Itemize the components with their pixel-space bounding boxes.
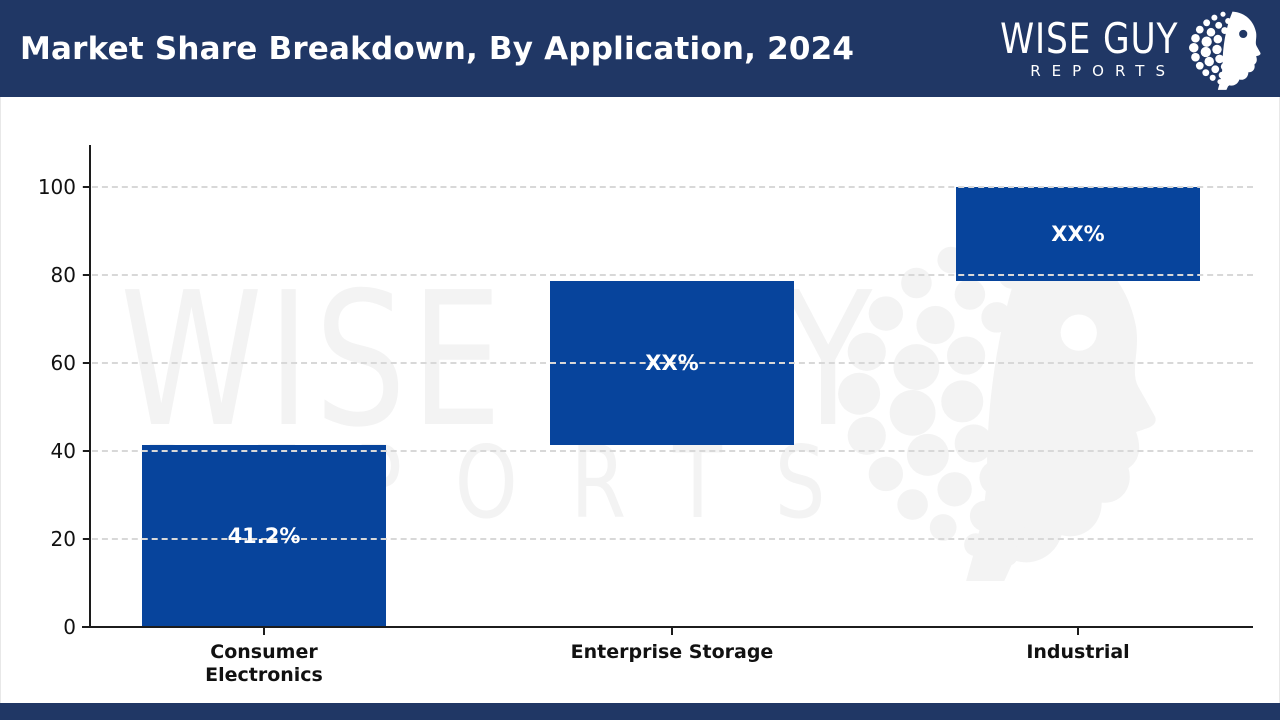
category-label-line: Consumer [210,641,318,663]
category-label-enterprise-storage: Enterprise Storage [522,641,822,664]
y-tick-label-80: 80 [50,262,76,287]
wiseguy-logo-text: WISE GUY REPORTS [961,14,1178,81]
y-tick-label-40: 40 [50,438,76,463]
bar-value-label-consumer-electronics: 41.2% [227,523,301,548]
bar-consumer-electronics[interactable] [142,445,386,627]
gridline-60 [82,361,1253,364]
category-label-industrial: Industrial [928,641,1228,664]
x-tick-mark-consumer-electronics [263,628,265,635]
x-tick-mark-enterprise-storage [671,628,673,635]
logo-face-eye [1239,29,1248,38]
gridline-100 [82,185,1253,188]
category-label-consumer-electronics: Consumer Electronics [114,641,414,687]
y-tick-label-20: 20 [50,526,76,551]
y-tick-label-100: 100 [37,174,76,199]
y-tick-mark-40 [82,449,90,452]
wiseguy-face-icon [1189,11,1261,90]
y-tick-label-0: 0 [63,614,76,639]
y-tick-mark-80 [82,273,90,276]
bar-industrial[interactable] [956,186,1200,282]
y-axis-line [88,145,91,628]
logo-wiseguy-label: WISE GUY [999,14,1178,63]
chart-title: Market Share Breakdown, By Application, … [20,30,855,67]
y-tick-mark-60 [82,361,90,364]
category-label-line: Industrial [1026,641,1130,663]
y-tick-label-60: 60 [50,350,76,375]
bar-value-label-industrial: XX% [1051,221,1105,246]
header-bar: Market Share Breakdown, By Application, … [0,0,1280,97]
watermark-face-eye [1060,314,1097,351]
gridline-80 [82,273,1253,276]
footer-bar [0,703,1280,720]
logo-reports-label: REPORTS [1030,62,1176,80]
gridline-40 [82,449,1253,452]
category-label-line: Enterprise Storage [570,641,774,663]
bar-value-label-enterprise-storage: XX% [645,351,699,376]
category-label-line: Electronics [205,664,323,686]
x-axis-line [82,625,1253,628]
y-tick-mark-20 [82,537,90,540]
wiseguy-logo: WISE GUY REPORTS [961,8,1280,90]
x-tick-mark-industrial [1077,628,1079,635]
watermark-face-icon [838,233,1156,581]
y-tick-mark-100 [82,185,90,188]
gridline-20 [82,537,1253,540]
